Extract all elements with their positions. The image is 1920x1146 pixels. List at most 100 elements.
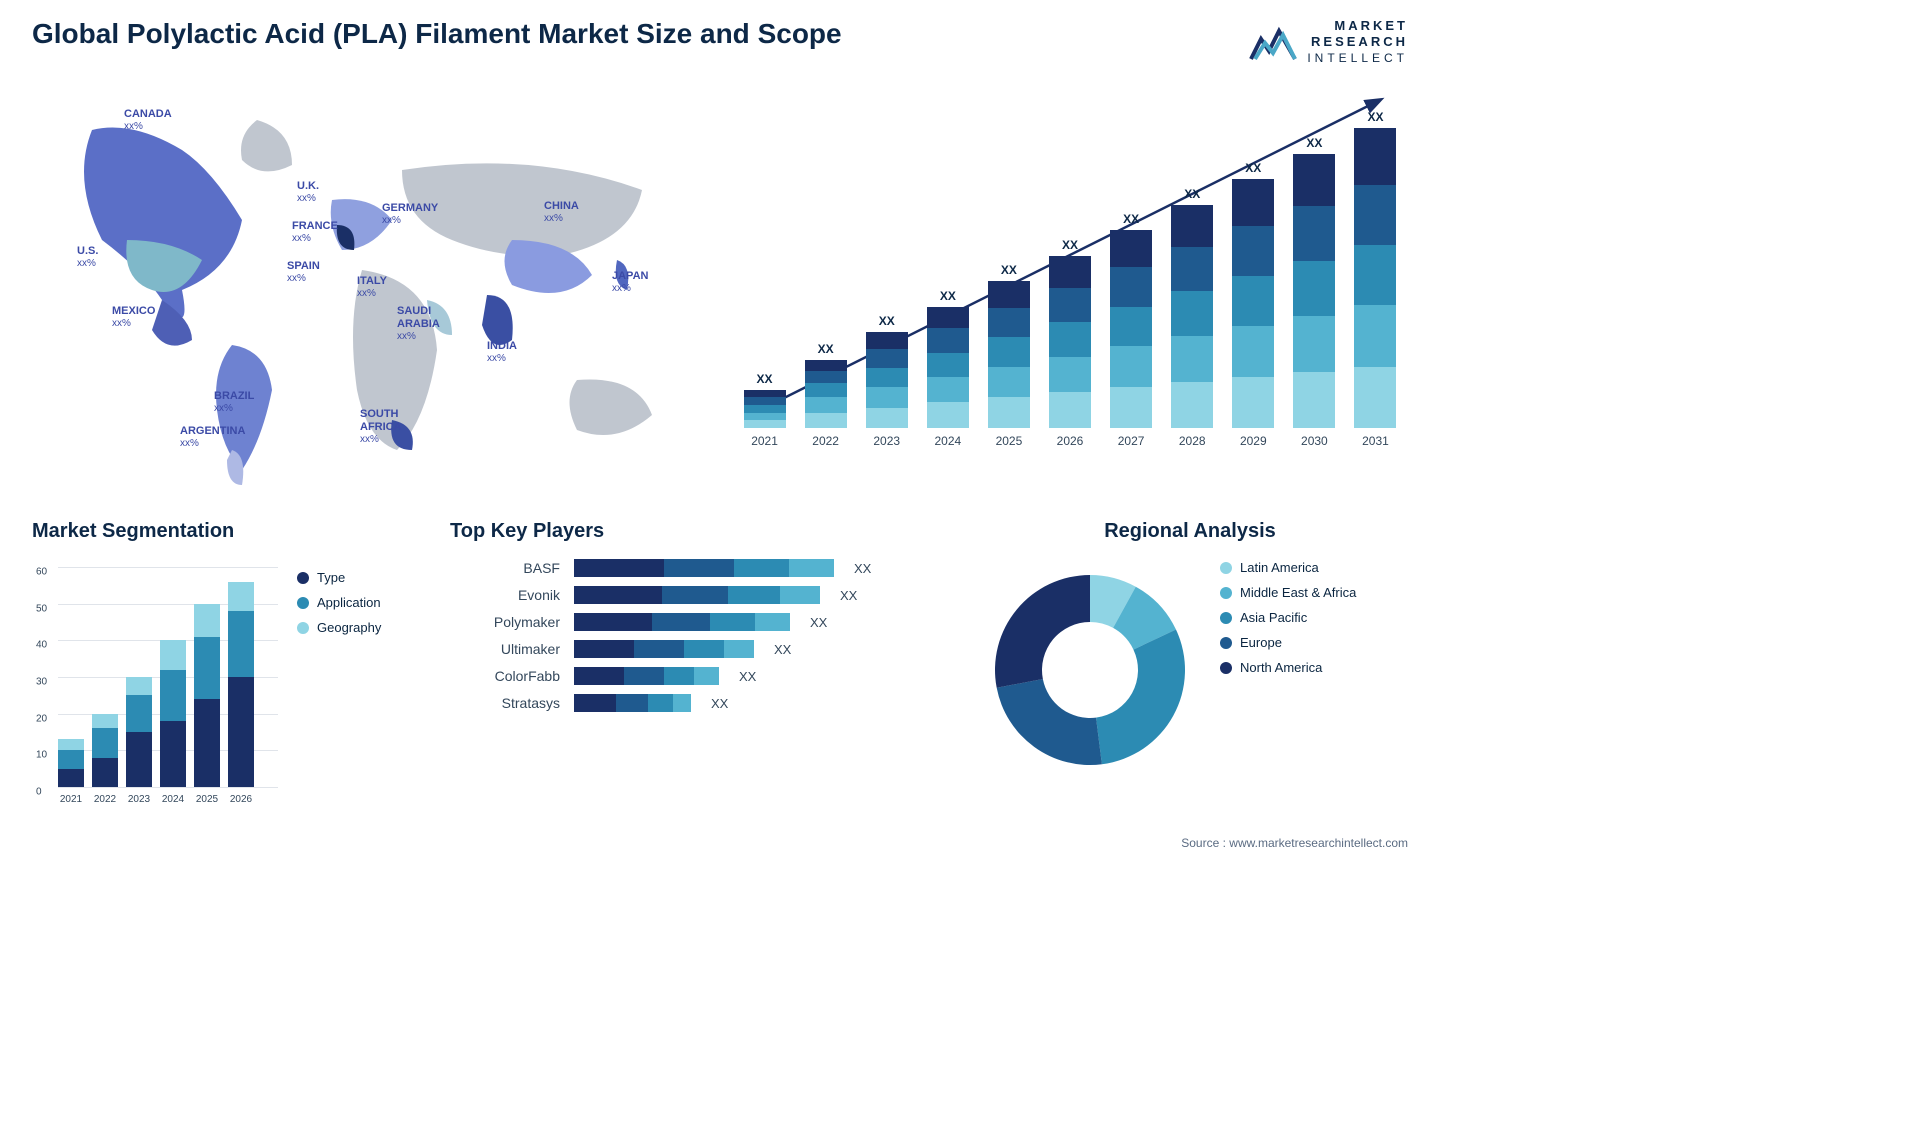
world-map: CANADAxx%U.S.xx%MEXICOxx%BRAZILxx%ARGENT… [32,90,692,500]
x-tick: 2025 [196,794,218,805]
bar-x-label: 2027 [1118,434,1145,448]
bar-x-label: 2022 [812,434,839,448]
legend-label: Geography [317,620,381,635]
player-bar-segment [789,559,834,577]
player-label: BASF [450,560,560,576]
chart-bar: XX2024 [923,289,972,448]
player-row: ColorFabbXX [450,667,950,685]
legend-dot [1220,662,1232,674]
chart-bar: XX2023 [862,314,911,448]
player-bar-segment [664,559,734,577]
legend-dot [1220,587,1232,599]
map-label: ITALYxx% [357,275,387,300]
bar-segment [805,397,847,412]
logo-mark-icon [1249,21,1297,63]
y-tick: 50 [36,603,47,614]
brand-logo: MARKET RESEARCH INTELLECT [1249,18,1408,66]
map-label: BRAZILxx% [214,390,254,415]
player-bar-segment [780,586,820,604]
legend-dot [297,597,309,609]
bar-value-label: XX [879,314,895,328]
seg-bar-segment [228,677,254,787]
donut-segment [995,575,1090,688]
player-row: PolymakerXX [450,613,950,631]
seg-bar-segment [160,640,186,669]
bar-segment [1232,377,1274,428]
bar-segment [927,307,969,329]
player-value: XX [840,588,857,603]
player-bar-segment [724,640,754,658]
player-bar [574,640,754,658]
seg-bar-segment [58,769,84,787]
seg-bar-segment [194,637,220,699]
player-value: XX [854,561,871,576]
seg-bar-segment [92,728,118,757]
bar-segment [866,387,908,407]
player-bar [574,586,820,604]
bar-segment [744,405,786,413]
player-row: UltimakerXX [450,640,950,658]
bar-segment [1110,346,1152,387]
bar-x-label: 2031 [1362,434,1389,448]
player-bar-segment [664,667,694,685]
x-tick: 2022 [94,794,116,805]
bar-segment [988,337,1030,366]
bar-segment [1171,247,1213,292]
legend-item: Type [297,570,381,585]
chart-bar: XX2025 [984,263,1033,448]
bar-value-label: XX [1062,238,1078,252]
bar-segment [1293,316,1335,372]
bar-segment [1293,261,1335,316]
legend-label: Asia Pacific [1240,610,1307,625]
map-label: ARGENTINAxx% [180,425,245,450]
segmentation-title: Market Segmentation [32,520,422,543]
bar-segment [866,349,908,368]
bar-segment [744,413,786,421]
bar-segment [1049,357,1091,393]
player-bar-segment [574,559,664,577]
x-tick: 2024 [162,794,184,805]
bar-value-label: XX [1245,161,1261,175]
bar-segment [988,397,1030,428]
legend-dot [297,572,309,584]
player-bar-segment [694,667,719,685]
chart-bar: XX 2029 [1229,161,1278,448]
bar-x-label: 2029 [1240,434,1267,448]
bar-segment [744,390,786,398]
y-tick: 10 [36,750,47,761]
market-size-chart: XX2021XX2022XX2023XX2024XX2025XX2026XX20… [740,90,1400,470]
player-bar-segment [624,667,664,685]
legend-label: Type [317,570,345,585]
seg-bar [160,640,186,787]
chart-bar: XX2028 [1168,187,1217,448]
legend-item: Application [297,595,381,610]
player-bar-segment [684,640,724,658]
seg-bar-segment [160,670,186,721]
seg-bar-segment [92,758,118,787]
player-label: Polymaker [450,614,560,630]
legend-dot [297,622,309,634]
map-label: JAPANxx% [612,270,648,295]
bar-segment [1110,230,1152,267]
bar-segment [1232,226,1274,276]
segmentation-chart: 0102030405060202120222023202420252026 [32,555,287,805]
legend-label: Middle East & Africa [1240,585,1356,600]
map-label: CHINAxx% [544,200,579,225]
map-label: FRANCExx% [292,220,338,245]
bar-segment [1049,288,1091,322]
map-label: U.K.xx% [297,180,319,205]
bar-segment [1171,336,1213,382]
seg-bar [228,582,254,787]
segmentation-section: Market Segmentation 01020304050602021202… [32,520,422,805]
chart-bar: XX2027 [1107,212,1156,448]
bar-segment [927,353,969,377]
y-tick: 20 [36,713,47,724]
y-tick: 30 [36,677,47,688]
player-bar-segment [734,559,789,577]
legend-item: Latin America [1220,560,1356,575]
bar-x-label: 2028 [1179,434,1206,448]
player-bar [574,694,691,712]
bar-x-label: 2025 [996,434,1023,448]
bar-value-label: XX [818,342,834,356]
player-label: Stratasys [450,695,560,711]
